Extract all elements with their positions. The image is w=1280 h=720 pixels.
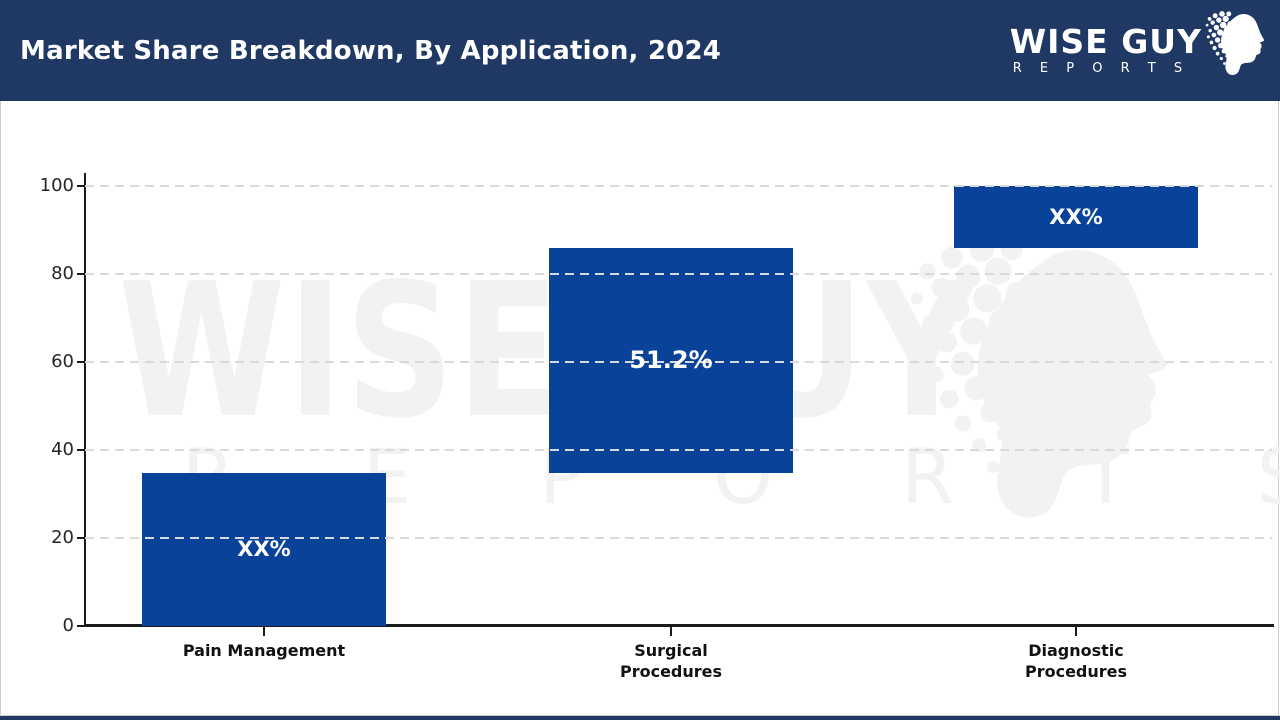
footer-accent-bar [0,716,1280,720]
gridline-40 [85,449,1272,451]
x-tick-2 [670,627,672,636]
brand-subtitle: R E P O R T S [1012,60,1190,76]
y-tick-80 [77,273,85,275]
bar-value-label: 51.2% [629,346,713,375]
y-tick-label-40: 40 [51,439,74,460]
bar-value-label: XX% [237,537,291,562]
bar-segment-pain-management [142,472,386,626]
bar-value-label: XX% [1049,204,1103,229]
gridline-60 [85,361,1272,363]
category-label-2: Surgical Procedures [619,641,723,681]
y-tick-0 [77,625,85,627]
header-bar: Market Share Breakdown, By Application, … [0,0,1280,101]
gridline-20 [85,537,1272,539]
y-tick-label-80: 80 [51,263,74,284]
category-label-1: Pain Management [182,641,346,660]
y-tick-60 [77,361,85,363]
brand-logo-text: WISE GUY R E P O R T S [1010,25,1202,76]
x-tick-1 [263,627,265,636]
footer-divider [0,715,1280,716]
x-axis-line [84,624,1274,627]
page-border-right [1278,101,1279,715]
y-tick-label-0: 0 [62,615,74,636]
y-tick-label-20: 20 [51,527,74,548]
category-label-3: Diagnostic Procedures [1024,641,1128,681]
y-tick-100 [77,185,85,187]
page-border-left [0,101,1,715]
gridline-100 [85,185,1272,187]
y-tick-20 [77,537,85,539]
brand-logo: WISE GUY R E P O R T S [1010,10,1266,91]
y-tick-40 [77,449,85,451]
bar-segment-surgical-procedures [549,247,793,473]
gridline-80 [85,273,1272,275]
brand-name: WISE GUY [1009,22,1202,62]
chart-title: Market Share Breakdown, By Application, … [20,35,722,66]
y-tick-label-100: 100 [39,175,74,196]
x-tick-3 [1075,627,1077,636]
y-axis-line [84,173,86,627]
y-tick-label-60: 60 [51,351,74,372]
